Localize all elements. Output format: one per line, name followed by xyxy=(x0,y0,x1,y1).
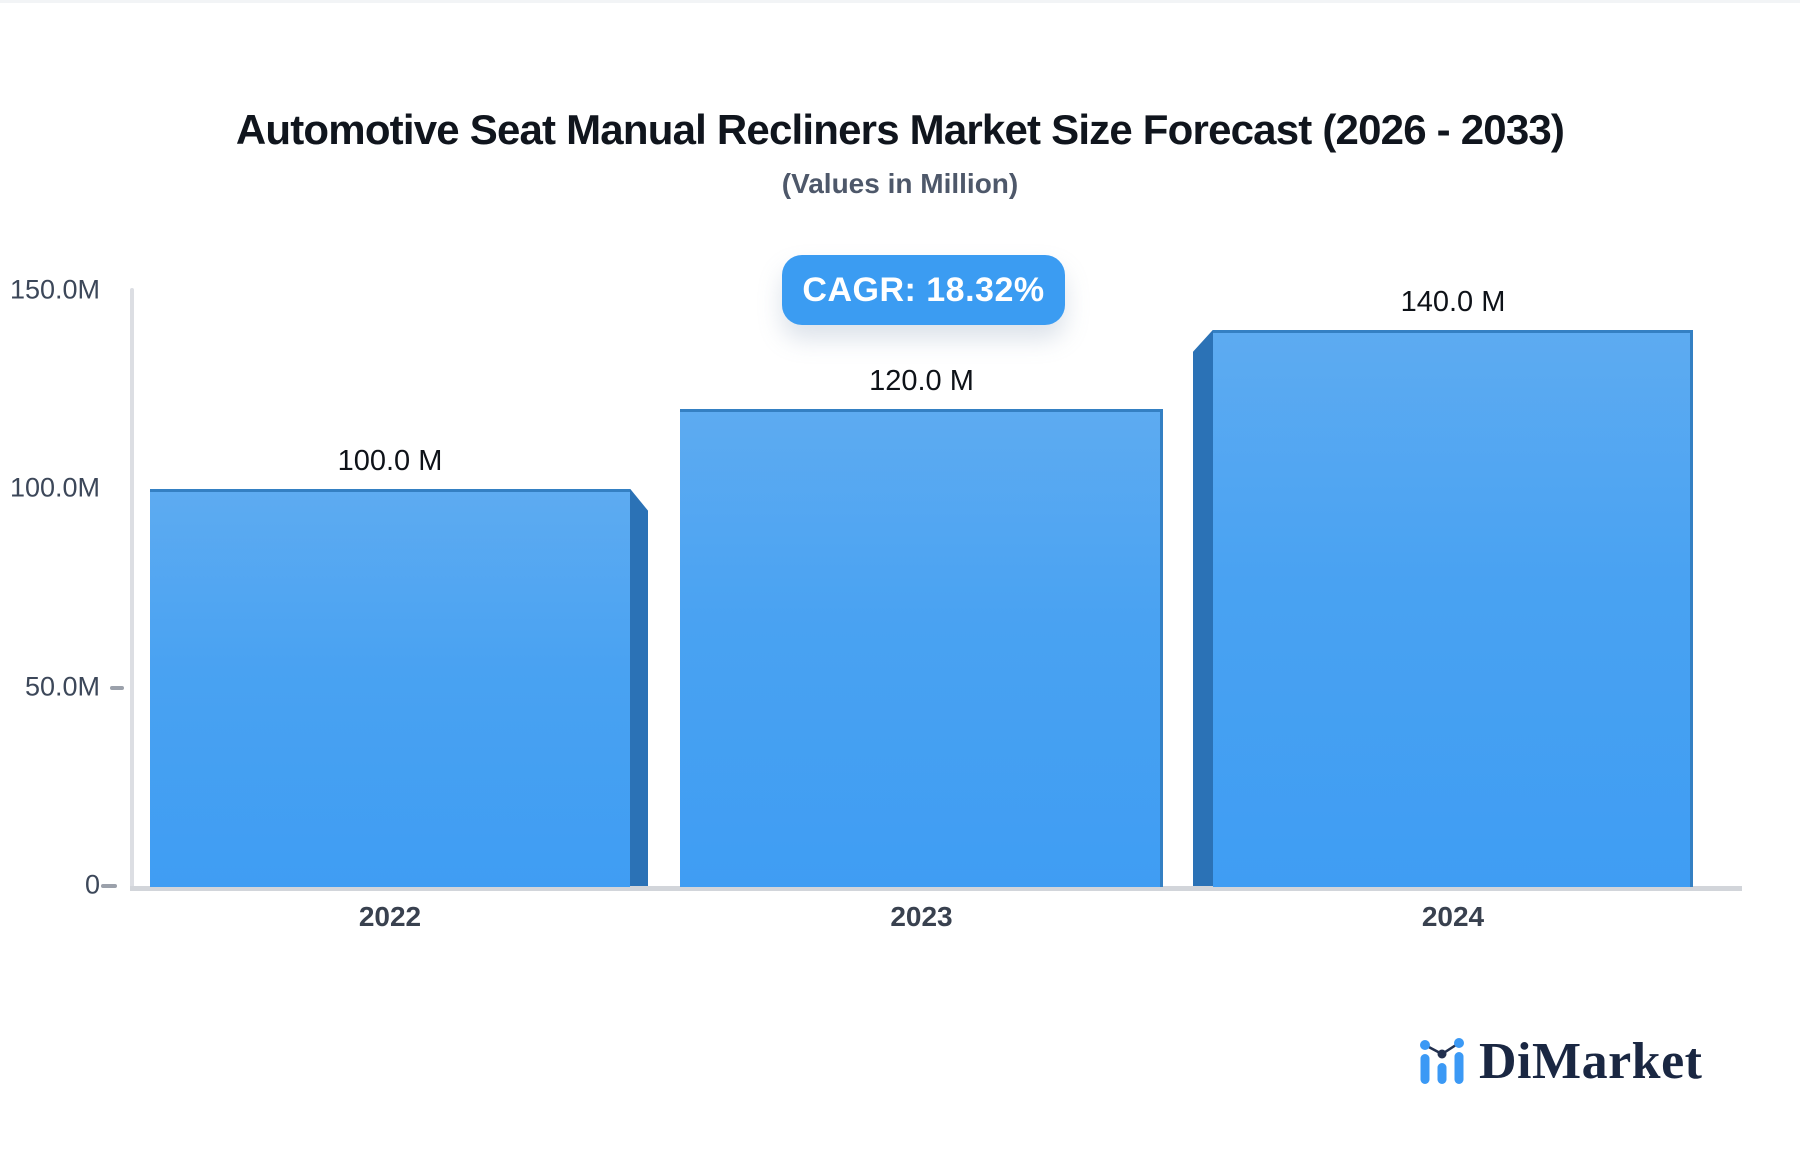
bar-value-label: 120.0 M xyxy=(869,365,974,398)
y-tick-label-150: 150.0M xyxy=(9,274,100,305)
bar-2024-side-shadow xyxy=(1193,329,1213,886)
y-tick-label-50: 50.0M xyxy=(24,671,100,702)
page-subtitle: (Values in Million) xyxy=(781,168,1019,199)
bar-chart-logo-icon xyxy=(1420,1038,1464,1084)
bar-2022 xyxy=(150,488,630,887)
y-axis-line xyxy=(130,288,134,888)
x-axis-line xyxy=(130,886,1742,891)
page-title: Automotive Seat Manual Recliners Market … xyxy=(235,106,1565,153)
top-border-strip xyxy=(0,0,1800,3)
bar-2022-side-shadow xyxy=(630,488,648,886)
y-tick-mark-50 xyxy=(110,686,124,690)
bar-value-label: 100.0 M xyxy=(337,444,443,477)
brand-name: DiMarket xyxy=(1479,1033,1703,1091)
bar-value-label: 140.0 M xyxy=(1400,285,1506,318)
y-tick-mark-0 xyxy=(101,884,117,888)
brand-logo: DiMarket xyxy=(1420,1033,1703,1091)
y-tick-label-100: 100.0M xyxy=(9,472,100,503)
x-category-label: 2024 xyxy=(1421,901,1485,932)
cagr-badge-label: CAGR: 18.32% xyxy=(802,270,1045,309)
x-category-label: 2022 xyxy=(358,901,422,932)
x-category-label: 2023 xyxy=(890,901,953,932)
bar-2024 xyxy=(1213,329,1693,887)
y-tick-label-0: 0 xyxy=(84,869,100,900)
cagr-badge: CAGR: 18.32% xyxy=(782,255,1065,325)
bar-2023 xyxy=(680,409,1163,887)
